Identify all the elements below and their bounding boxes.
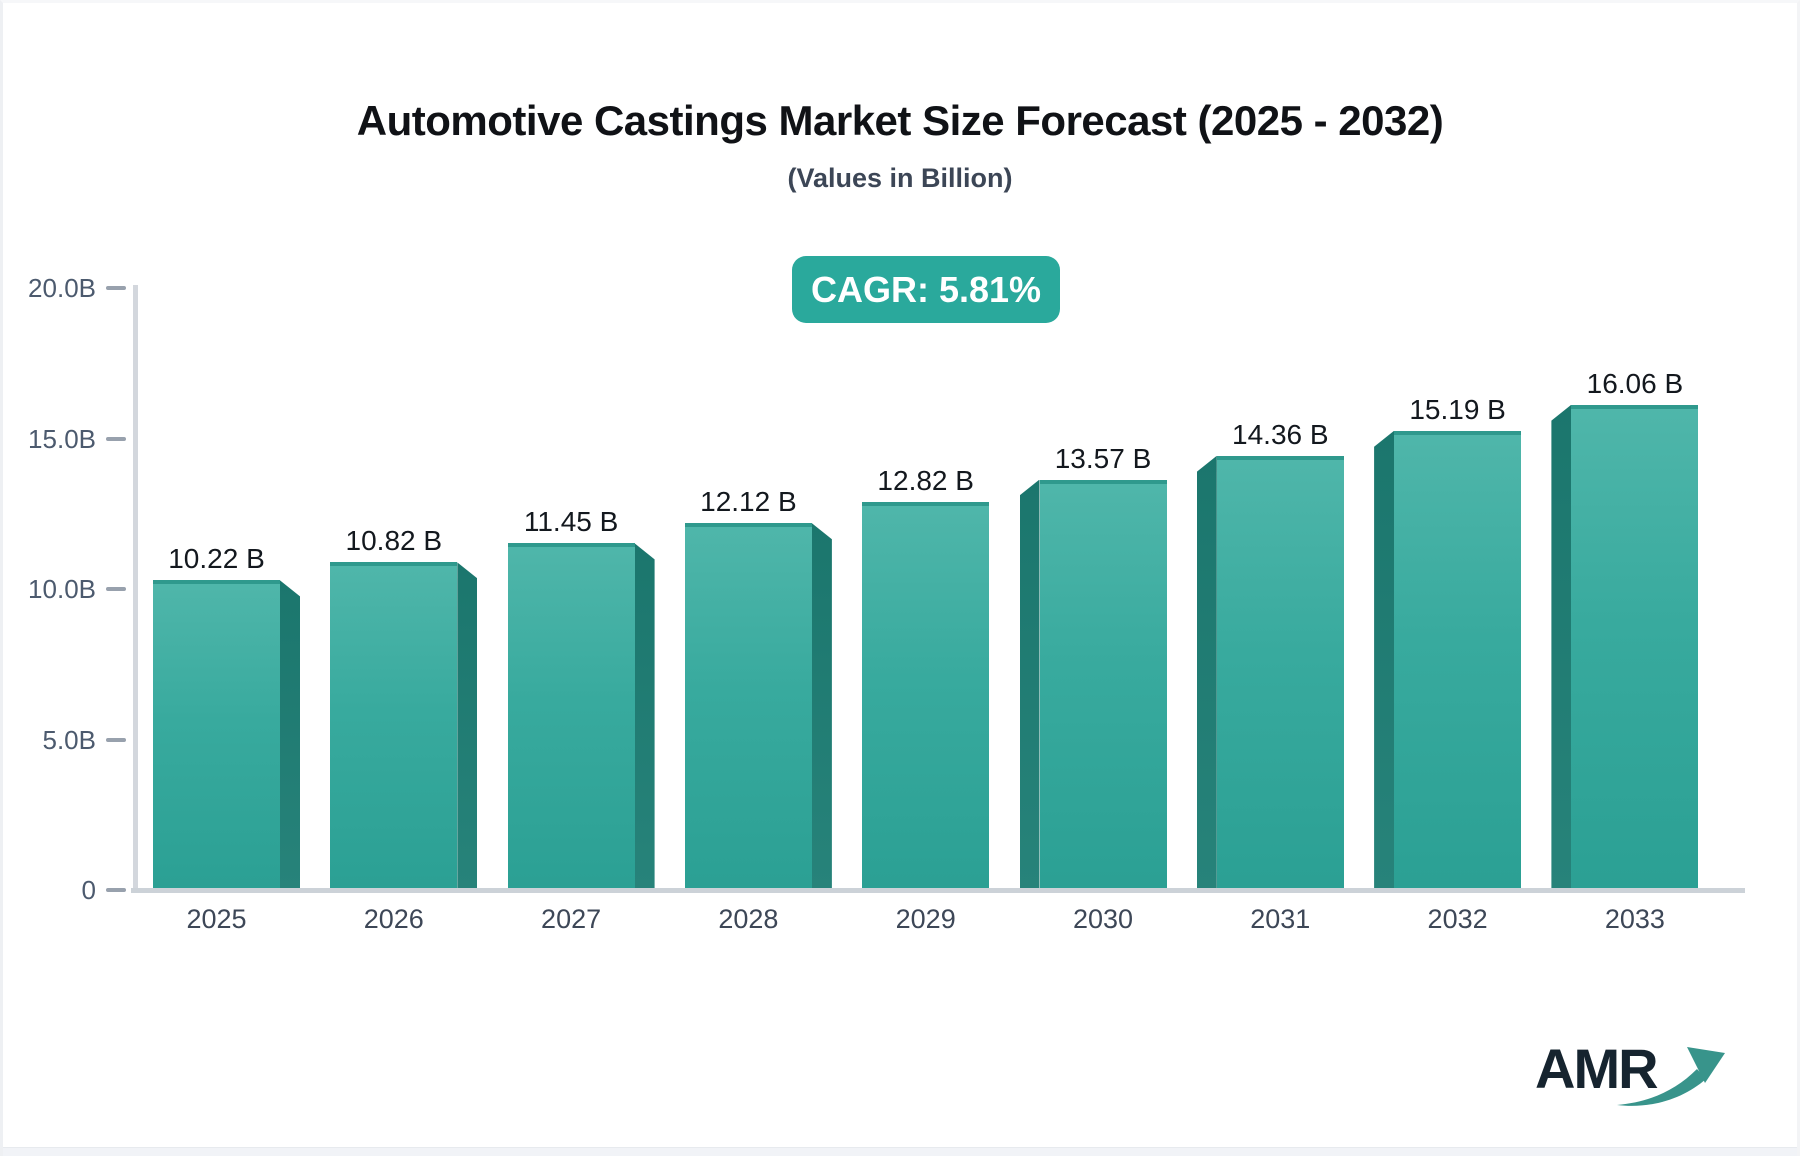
bar-2032	[1394, 430, 1522, 888]
y-axis-tick-label: 20.0B	[28, 273, 96, 303]
y-axis-tick	[106, 587, 126, 591]
x-axis-line	[131, 888, 1745, 893]
x-axis-label: 2028	[718, 904, 779, 934]
bar-value-label: 10.22 B	[168, 543, 265, 575]
amr-logo-text: AMR	[1535, 1037, 1659, 1100]
cagr-badge-label: CAGR: 5.81%	[810, 268, 1042, 310]
bar-value-label: 12.82 B	[877, 465, 974, 497]
bar-value-label: 10.82 B	[345, 525, 443, 557]
bar-3d-side-2026	[457, 562, 478, 888]
x-axis-label: 2032	[1427, 904, 1488, 934]
x-axis-label: 2033	[1604, 904, 1665, 934]
bar-2029	[862, 502, 990, 888]
bar-value-label: 14.36 B	[1232, 418, 1329, 450]
bar-3d-side-2028	[811, 523, 832, 888]
bar-2026	[330, 562, 458, 888]
growth-arrow-icon	[1617, 1047, 1725, 1106]
bar-3d-side-2030	[1019, 479, 1040, 888]
page-subtitle: (Values in Billion)	[787, 163, 1013, 193]
bar-value-label: 15.19 B	[1409, 393, 1506, 425]
bar-2030	[1039, 479, 1167, 888]
y-axis-tick-label: 5.0B	[42, 724, 97, 755]
y-axis-tick	[106, 888, 126, 892]
x-axis-label: 2029	[895, 904, 956, 934]
page-title: Automotive Castings Market Size Forecast…	[356, 97, 1444, 144]
amr-logo: AMR	[1535, 1039, 1725, 1119]
bar-3d-side-2025	[280, 580, 300, 888]
bar-2031	[1216, 455, 1344, 888]
x-axis-label: 2027	[541, 904, 602, 934]
bar-3d-side-2027	[634, 543, 655, 888]
bar-3d-side-2032	[1374, 430, 1395, 888]
y-axis-tick	[106, 737, 126, 742]
x-axis-label: 2031	[1250, 904, 1311, 934]
bar-value-label: 12.12 B	[700, 486, 797, 518]
x-axis-label: 2026	[363, 904, 424, 934]
bar-value-label: 16.06 B	[1586, 367, 1684, 399]
bar-3d-side-2031	[1196, 455, 1217, 888]
y-axis-tick	[106, 286, 126, 290]
y-axis-tick-label: 10.0B	[28, 574, 96, 604]
x-axis-label: 2025	[186, 904, 247, 934]
bottom-edge-strip	[3, 1147, 1797, 1156]
bar-3d-side-2033	[1551, 404, 1572, 888]
bar-2025	[153, 580, 280, 888]
bar-2033	[1571, 404, 1699, 888]
bar-2028	[684, 523, 812, 888]
y-axis-line	[133, 285, 138, 893]
y-axis-tick	[106, 436, 126, 441]
y-axis-tick-label: 15.0B	[28, 423, 96, 454]
bar-2027	[507, 543, 635, 888]
x-axis-label: 2030	[1072, 904, 1134, 934]
cagr-badge: CAGR: 5.81%	[792, 256, 1060, 323]
bar-value-label: 13.57 B	[1054, 442, 1152, 474]
bar-value-label: 11.45 B	[523, 506, 619, 538]
y-axis-tick-label: 0	[81, 875, 96, 905]
